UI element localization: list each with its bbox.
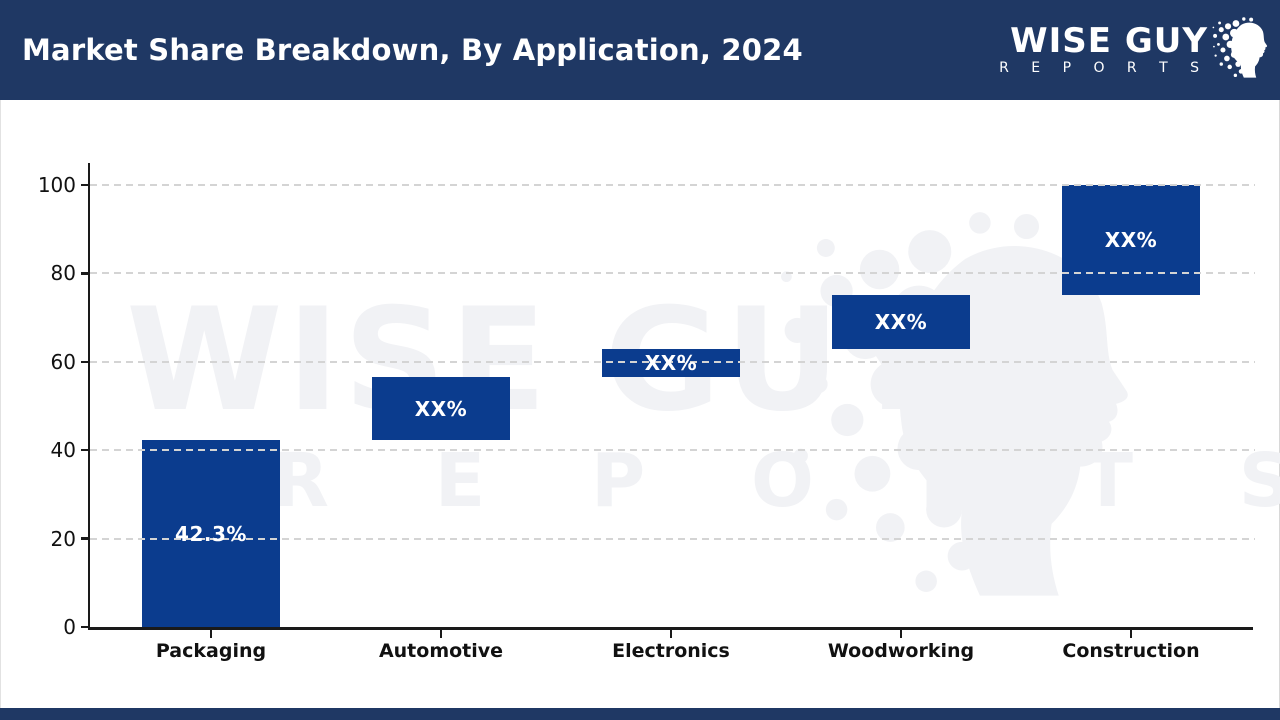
- page-title: Market Share Breakdown, By Application, …: [22, 33, 803, 67]
- gridline-40: [90, 449, 1255, 452]
- x-tick-label-woodworking: Woodworking: [827, 640, 975, 662]
- y-tick-label-100: 100: [37, 173, 76, 197]
- gridline-80: [90, 272, 1255, 275]
- bar-value-label-packaging: 42.3%: [175, 521, 247, 546]
- bar-electronics: [602, 348, 740, 378]
- x-axis-line: [87, 627, 1253, 630]
- y-tick-40: [81, 448, 90, 452]
- x-tick-automotive: [439, 630, 443, 638]
- x-tick-packaging: [209, 630, 213, 638]
- y-axis-line: [87, 163, 90, 630]
- x-tick-label-packaging: Packaging: [155, 640, 267, 662]
- y-tick-label-80: 80: [50, 261, 76, 286]
- y-tick-80: [81, 272, 90, 275]
- bar-value-label-construction: XX%: [1104, 227, 1158, 252]
- x-tick-label-electronics: Electronics: [612, 640, 730, 662]
- x-tick-woodworking: [899, 630, 903, 638]
- gridline-60: [90, 360, 1255, 363]
- gridline-100: [90, 184, 1255, 186]
- bar-value-label-automotive: XX%: [414, 396, 468, 421]
- bar-packaging: [142, 440, 280, 627]
- y-tick-label-40: 40: [50, 438, 76, 463]
- y-tick-label-20: 20: [50, 526, 76, 551]
- brand-name: WISE GUY: [1010, 20, 1208, 61]
- x-tick-electronics: [669, 630, 673, 638]
- x-tick-label-automotive: Automotive: [378, 640, 504, 662]
- brand-logo: WISE GUY R E P O R T S: [995, 6, 1272, 94]
- brand-logo-text: WISE GUY R E P O R T S: [995, 20, 1208, 77]
- brand-face-icon: [1212, 17, 1268, 78]
- x-tick-construction: [1129, 630, 1133, 638]
- watermark-text-line1: WISE GUY: [126, 278, 951, 443]
- y-tick-0: [81, 625, 90, 629]
- bar-value-label-woodworking: XX%: [874, 309, 928, 334]
- brand-subtitle: R E P O R T S: [999, 60, 1208, 77]
- report-header: Market Share Breakdown, By Application, …: [0, 0, 1280, 100]
- x-tick-label-construction: Construction: [1062, 640, 1200, 662]
- footer-bar: [0, 708, 1280, 720]
- y-tick-label-60: 60: [50, 349, 76, 374]
- y-tick-20: [81, 537, 90, 540]
- bar-automotive: [372, 377, 510, 441]
- bar-woodworking: [832, 294, 970, 349]
- bar-value-label-electronics: XX%: [644, 350, 698, 375]
- y-tick-label-0: 0: [63, 615, 76, 639]
- watermark-text-line2: R E P O R T S: [272, 438, 1280, 524]
- y-tick-100: [81, 183, 90, 187]
- bar-construction: [1062, 185, 1200, 295]
- gridline-20: [90, 537, 1255, 540]
- y-tick-60: [81, 360, 90, 364]
